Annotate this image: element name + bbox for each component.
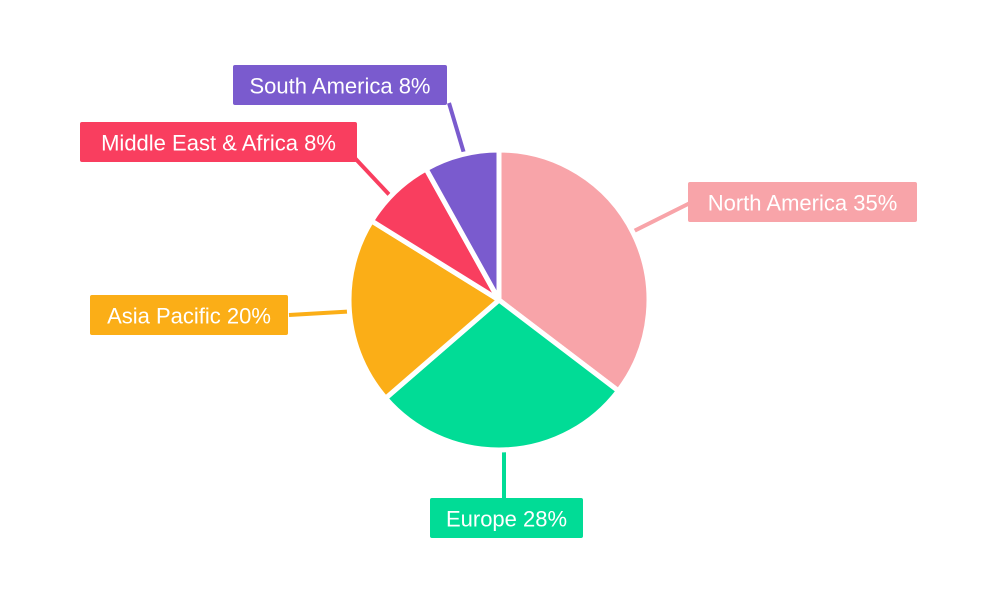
leader-line-south-america <box>447 102 468 161</box>
callout-middle-east-africa: Middle East & Africa 8% <box>80 122 357 162</box>
callout-label-asia-pacific: Asia Pacific 20% <box>107 304 271 329</box>
callout-north-america: North America 35% <box>688 182 917 222</box>
callout-box-north-america <box>688 182 917 222</box>
leader-line-asia-pacific <box>288 309 359 317</box>
pie-slice-north-america[interactable] <box>496 147 652 394</box>
callout-europe: Europe 28% <box>430 498 583 538</box>
callout-label-europe: Europe 28% <box>446 507 567 532</box>
leader-line-north-america <box>625 201 691 237</box>
pie-slice-europe[interactable] <box>383 297 621 453</box>
pie-slice-asia-pacific[interactable] <box>346 218 502 401</box>
callout-asia-pacific: Asia Pacific 20% <box>90 295 288 335</box>
callout-label-north-america: North America 35% <box>708 191 898 216</box>
callout-box-europe <box>430 498 583 538</box>
callout-south-america: South America 8% <box>233 65 447 105</box>
callout-label-south-america: South America 8% <box>250 74 431 99</box>
pie-slice-south-america[interactable] <box>423 147 502 303</box>
callout-box-south-america <box>233 65 447 105</box>
callout-box-middle-east-africa <box>80 122 357 162</box>
callout-label-middle-east-africa: Middle East & Africa 8% <box>101 131 336 156</box>
callout-box-asia-pacific <box>90 295 288 335</box>
